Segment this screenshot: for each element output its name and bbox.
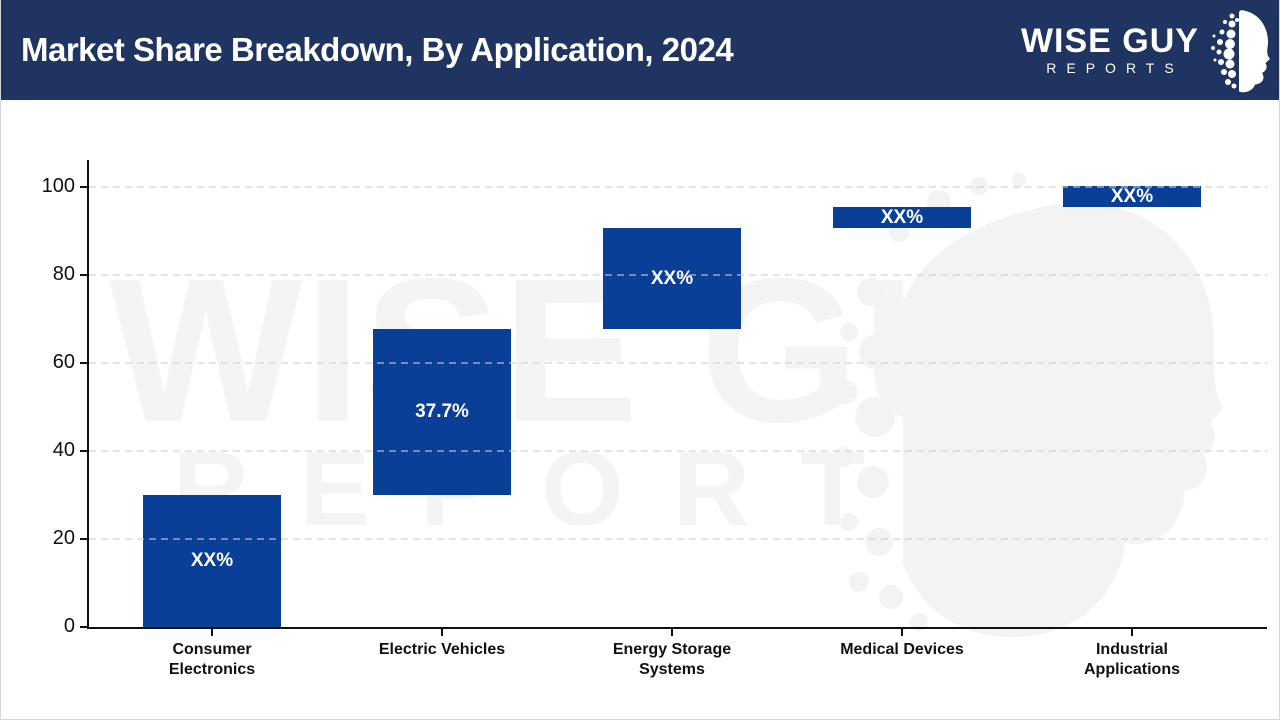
y-axis-tick-mark xyxy=(80,626,87,628)
y-axis-tick-mark xyxy=(80,450,87,452)
x-axis-category-label-line: Electric Vehicles xyxy=(378,641,506,658)
face-profile-dots-icon xyxy=(1211,10,1270,93)
y-axis-tick-label: 80 xyxy=(52,263,75,285)
y-axis-tick-label: 0 xyxy=(63,615,75,637)
brand-logo-text: WISE GUY REPORTS xyxy=(1021,23,1199,77)
bar-value-label: XX% xyxy=(650,267,694,289)
header-bar: Market Share Breakdown, By Application, … xyxy=(1,0,1279,100)
x-axis-category-label-line: Medical Devices xyxy=(840,641,964,658)
y-axis-tick-label: 60 xyxy=(52,351,75,373)
x-axis-tick-mark xyxy=(211,629,213,636)
bar-electric-vehicles: 37.7% xyxy=(373,329,511,495)
x-axis-category-label: Medical Devices xyxy=(787,640,1017,660)
face-profile-dots-watermark xyxy=(833,173,1223,638)
y-axis-line xyxy=(87,160,89,628)
x-axis-category-label: Electric Vehicles xyxy=(327,640,557,660)
bar-energy-storage-systems: XX% xyxy=(603,228,741,329)
x-axis-category-label-line: Systems xyxy=(639,661,705,678)
x-axis-category-label-line: Electronics xyxy=(168,661,256,678)
x-axis-tick-mark xyxy=(1131,629,1133,636)
x-axis-tick-mark xyxy=(671,629,673,636)
x-axis-category-label-line: Applications xyxy=(1083,661,1180,678)
x-axis-category-label: Consumer Electronics xyxy=(97,640,327,680)
y-axis-tick-label: 40 xyxy=(52,439,75,461)
x-axis-category-label: Energy Storage Systems xyxy=(557,640,787,680)
page-title: Market Share Breakdown, By Application, … xyxy=(21,31,734,68)
gridline xyxy=(89,274,1267,276)
bar-value-label: XX% xyxy=(1110,185,1154,207)
bar-medical-devices: XX% xyxy=(833,207,971,228)
gridline xyxy=(89,362,1267,364)
y-axis-tick-label: 20 xyxy=(52,527,75,549)
x-axis-category-label-line: Consumer xyxy=(172,641,252,658)
x-axis-category-label-line: Industrial xyxy=(1095,641,1168,658)
brand-logo: WISE GUY REPORTS xyxy=(1021,4,1273,96)
bar-industrial-applications: XX% xyxy=(1063,186,1201,207)
x-axis-tick-mark xyxy=(441,629,443,636)
x-axis-category-label-line: Energy Storage xyxy=(612,641,732,658)
x-axis-line xyxy=(87,627,1267,629)
brand-subname: REPORTS xyxy=(1046,60,1184,76)
bar-value-label: XX% xyxy=(880,206,924,228)
bar-value-label: XX% xyxy=(190,550,234,571)
brand-name: WISE GUY xyxy=(1020,22,1199,60)
gridline xyxy=(89,186,1267,188)
bar-consumer-electronics: XX% xyxy=(143,495,281,627)
y-axis-tick-mark xyxy=(80,362,87,364)
y-axis-tick-mark xyxy=(80,538,87,540)
y-axis-tick-mark xyxy=(80,274,87,276)
gridline xyxy=(89,538,1267,540)
x-axis-tick-mark xyxy=(901,629,903,636)
x-axis-category-label: Industrial Applications xyxy=(1017,640,1247,680)
bar-value-label: 37.7% xyxy=(415,401,469,422)
y-axis-tick-mark xyxy=(80,186,87,188)
y-axis-tick-label: 100 xyxy=(41,175,75,197)
gridline xyxy=(89,450,1267,452)
